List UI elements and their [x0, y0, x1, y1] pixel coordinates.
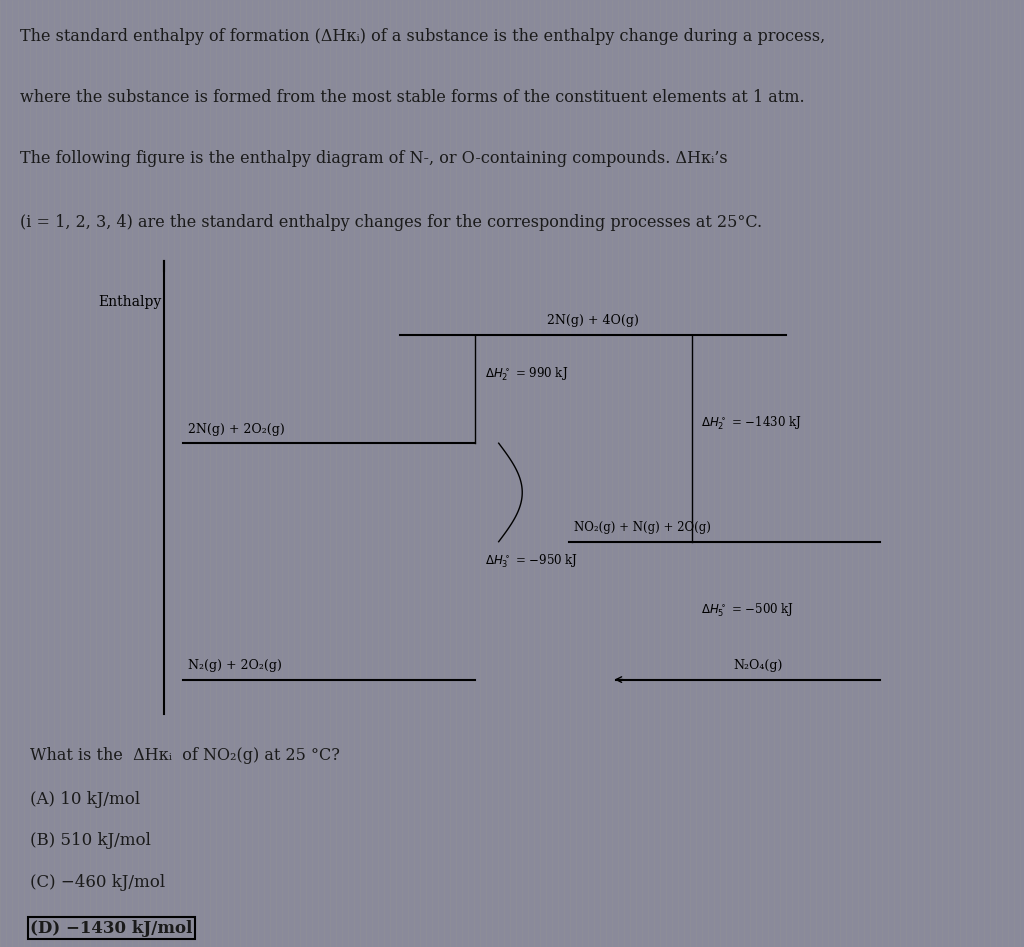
Text: The standard enthalpy of formation (ΔHᴋᵢ) of a substance is the enthalpy change : The standard enthalpy of formation (ΔHᴋᵢ… [20, 27, 825, 45]
Text: (A) 10 kJ/mol: (A) 10 kJ/mol [31, 791, 140, 808]
Text: $\Delta H_5^\circ$ = $-$500 kJ: $\Delta H_5^\circ$ = $-$500 kJ [701, 602, 795, 619]
Text: NO₂(g) + N(g) + 2O(g): NO₂(g) + N(g) + 2O(g) [574, 521, 711, 534]
Text: (D) −1430 kJ/mol: (D) −1430 kJ/mol [31, 920, 193, 937]
Text: where the substance is formed from the most stable forms of the constituent elem: where the substance is formed from the m… [20, 89, 805, 106]
Text: $\Delta H_2^\circ$ = 990 kJ: $\Delta H_2^\circ$ = 990 kJ [484, 366, 567, 383]
Text: (B) 510 kJ/mol: (B) 510 kJ/mol [31, 832, 152, 849]
Text: $\Delta H_2^\circ$ = $-$1430 kJ: $\Delta H_2^\circ$ = $-$1430 kJ [701, 415, 802, 432]
Text: $\Delta H_3^\circ$ = $-$950 kJ: $\Delta H_3^\circ$ = $-$950 kJ [484, 553, 578, 570]
Text: Enthalpy: Enthalpy [98, 295, 162, 310]
Text: (C) −460 kJ/mol: (C) −460 kJ/mol [31, 874, 166, 891]
Text: (i = 1, 2, 3, 4) are the standard enthalpy changes for the corresponding process: (i = 1, 2, 3, 4) are the standard enthal… [20, 214, 763, 231]
Text: 2N(g) + 2O₂(g): 2N(g) + 2O₂(g) [187, 422, 285, 436]
Text: N₂O₄(g): N₂O₄(g) [733, 659, 782, 672]
Text: N₂(g) + 2O₂(g): N₂(g) + 2O₂(g) [187, 659, 282, 672]
Text: What is the  ΔHᴋᵢ  of NO₂(g) at 25 °C?: What is the ΔHᴋᵢ of NO₂(g) at 25 °C? [31, 747, 340, 764]
Text: 2N(g) + 4O(g): 2N(g) + 4O(g) [547, 314, 639, 328]
Text: The following figure is the enthalpy diagram of N-, or O-containing compounds. Δ: The following figure is the enthalpy dia… [20, 151, 728, 168]
